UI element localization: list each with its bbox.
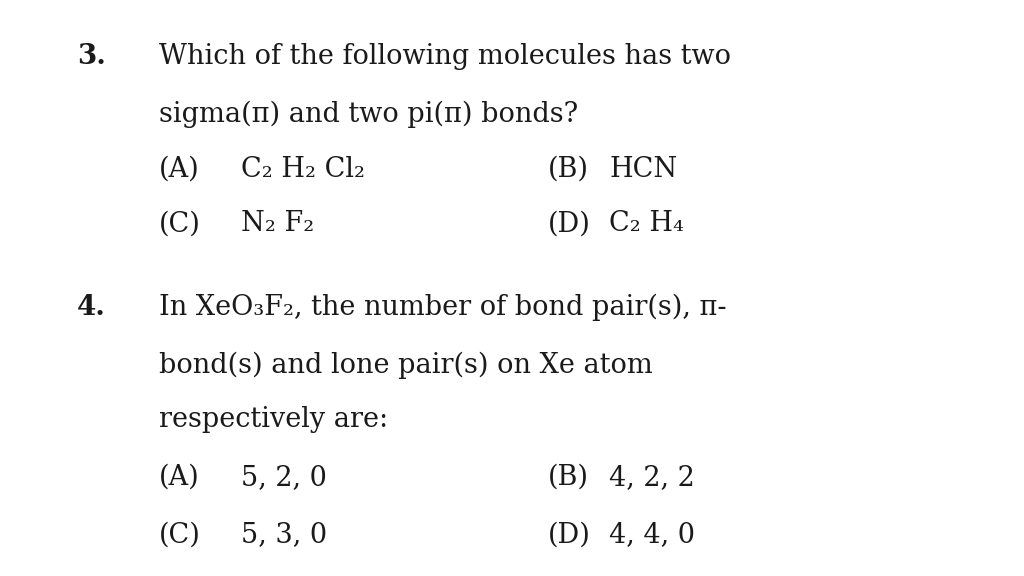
- Text: 4.: 4.: [77, 294, 105, 321]
- Text: respectively are:: respectively are:: [159, 406, 388, 433]
- Text: 4, 4, 0: 4, 4, 0: [609, 521, 695, 548]
- Text: N₂ F₂: N₂ F₂: [241, 210, 314, 237]
- Text: sigma(π) and two pi(π) bonds?: sigma(π) and two pi(π) bonds?: [159, 101, 578, 128]
- Text: In XeO₃F₂, the number of bond pair(s), π-: In XeO₃F₂, the number of bond pair(s), π…: [159, 294, 726, 321]
- Text: Which of the following molecules has two: Which of the following molecules has two: [159, 43, 731, 70]
- Text: C₂ H₂ Cl₂: C₂ H₂ Cl₂: [241, 156, 365, 183]
- Text: C₂ H₄: C₂ H₄: [609, 210, 684, 237]
- Text: (D): (D): [548, 210, 591, 237]
- Text: 5, 2, 0: 5, 2, 0: [241, 464, 327, 491]
- Text: 5, 3, 0: 5, 3, 0: [241, 521, 327, 548]
- Text: (D): (D): [548, 521, 591, 548]
- Text: 3.: 3.: [77, 43, 105, 70]
- Text: 4, 2, 2: 4, 2, 2: [609, 464, 695, 491]
- Text: (C): (C): [159, 210, 201, 237]
- Text: (C): (C): [159, 521, 201, 548]
- Text: (A): (A): [159, 156, 200, 183]
- Text: bond(s) and lone pair(s) on Xe atom: bond(s) and lone pair(s) on Xe atom: [159, 351, 652, 379]
- Text: (B): (B): [548, 464, 589, 491]
- Text: (A): (A): [159, 464, 200, 491]
- Text: HCN: HCN: [609, 156, 678, 183]
- Text: (B): (B): [548, 156, 589, 183]
